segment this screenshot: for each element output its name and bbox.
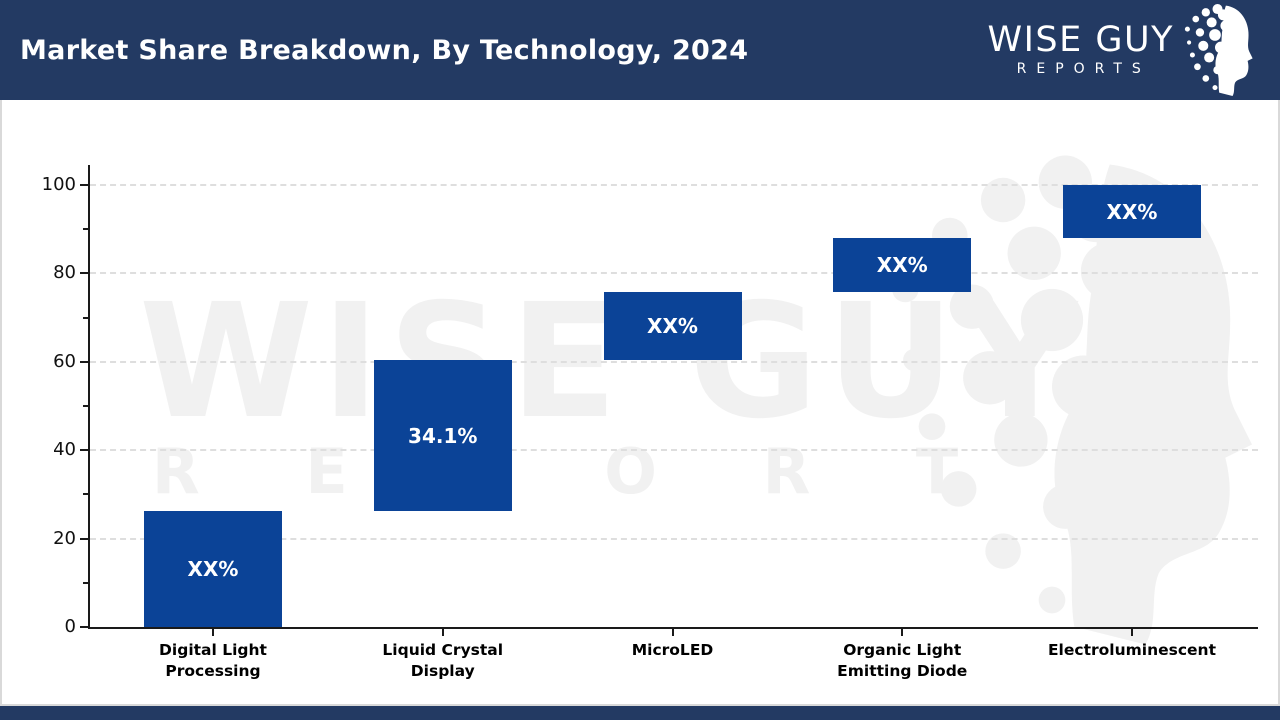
y-tick: [80, 449, 88, 452]
bar-value-label: XX%: [647, 314, 698, 339]
bar-value-label: XX%: [876, 252, 928, 277]
gridline: [90, 360, 1258, 363]
bar-value-label: XX%: [187, 557, 239, 582]
y-tick: [80, 626, 88, 628]
bar-value-label: 34.1%: [408, 423, 478, 448]
y-tick: [80, 272, 88, 275]
bar[interactable]: XX%: [833, 238, 972, 292]
footer-bar: [0, 706, 1280, 720]
y-tick-label: 60: [53, 350, 76, 372]
header-bar: Market Share Breakdown, By Technology, 2…: [0, 0, 1280, 100]
y-tick-label: 0: [64, 616, 76, 637]
x-tick: [1131, 629, 1133, 636]
logo-subtitle: REPORTS: [1016, 61, 1151, 77]
gridline: [90, 272, 1258, 275]
y-tick: [80, 537, 88, 540]
y-minor-tick: [83, 316, 88, 319]
x-tick: [441, 629, 444, 636]
y-tick: [80, 184, 88, 186]
y-tick-label: 20: [53, 527, 76, 549]
x-tick: [901, 629, 904, 636]
y-minor-tick: [83, 493, 88, 496]
x-category-label: Digital Light Processing: [159, 641, 267, 680]
y-tick: [80, 360, 88, 363]
x-category-label: MicroLED: [631, 641, 714, 659]
gridline: [90, 184, 1258, 186]
gridline: [90, 537, 1258, 540]
y-axis-line: [88, 165, 90, 629]
y-tick-label: 40: [53, 439, 76, 461]
bar[interactable]: 34.1%: [373, 360, 512, 512]
x-axis-line: [88, 627, 1258, 629]
x-tick: [212, 629, 214, 636]
y-minor-tick: [83, 228, 88, 231]
page-title: Market Share Breakdown, By Technology, 2…: [20, 34, 749, 66]
y-minor-tick: [83, 405, 88, 407]
face-profile-dots-icon: [1184, 4, 1253, 96]
x-category-label: Organic Light Emitting Diode: [837, 641, 968, 680]
y-tick-label: 100: [41, 174, 76, 195]
bar[interactable]: XX%: [603, 291, 742, 361]
y-tick-label: 80: [53, 262, 76, 284]
y-minor-tick: [83, 581, 88, 584]
chart-canvas: WISE GUY R E P O R T S: [0, 100, 1280, 706]
x-category-label: Electroluminescent: [1047, 641, 1217, 659]
logo-wordmark: WISE GUY: [987, 20, 1174, 60]
waterfall-plot: 0 20 40 60 80 100 XX% Digital Light Processing 3…: [2, 100, 1278, 704]
x-category-label: Liquid Crystal Display: [382, 641, 504, 680]
logo-text: WISE GUY REPORTS: [987, 20, 1174, 78]
gridline: [90, 449, 1258, 452]
x-tick: [671, 629, 674, 636]
bar[interactable]: XX%: [144, 511, 282, 627]
bar-value-label: XX%: [1106, 199, 1158, 224]
wise-guy-logo: WISE GUY REPORTS: [987, 4, 1254, 96]
bar[interactable]: XX%: [1063, 185, 1201, 239]
